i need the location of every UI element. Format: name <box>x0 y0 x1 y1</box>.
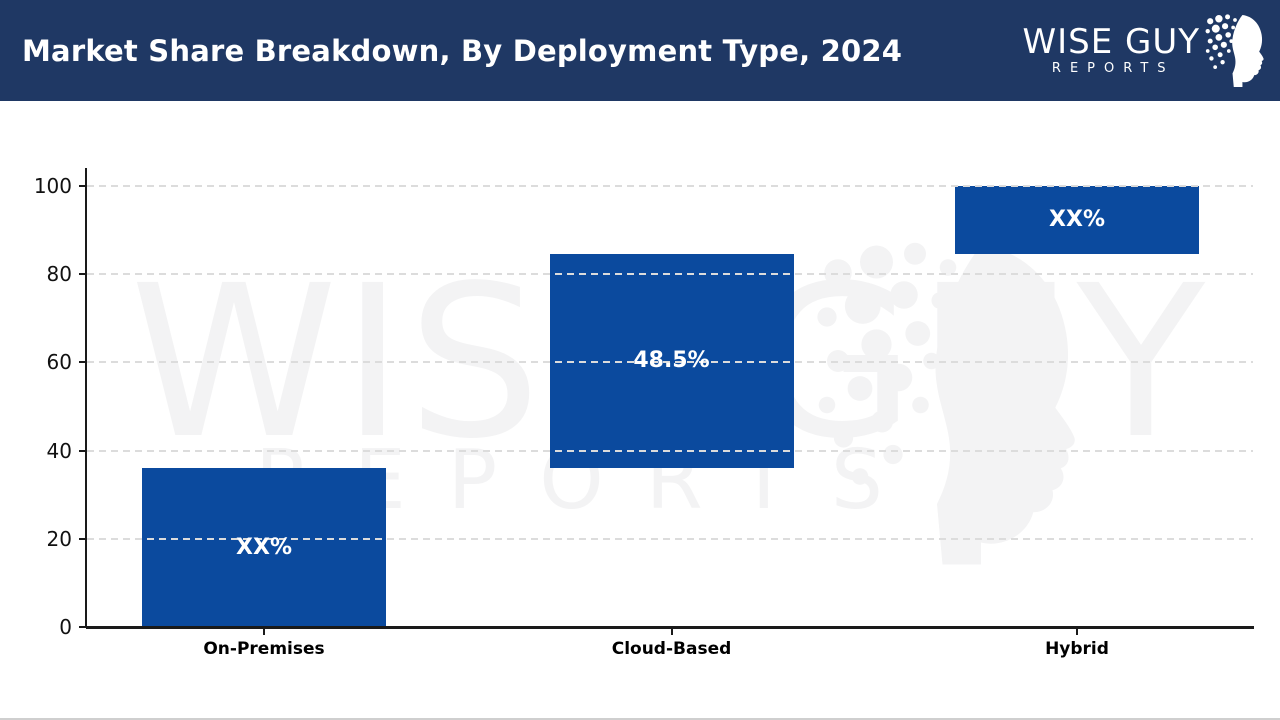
bar-value-label: 48.5% <box>633 348 710 374</box>
gridline-40 <box>87 449 1253 452</box>
y-tick-mark <box>79 537 87 540</box>
y-axis-line <box>85 168 87 628</box>
header: Market Share Breakdown, By Deployment Ty… <box>0 0 1280 101</box>
page-title: Market Share Breakdown, By Deployment Ty… <box>22 33 903 68</box>
y-tick-label: 60 <box>46 350 72 375</box>
gridline-100 <box>87 185 1253 187</box>
y-tick-mark <box>79 273 87 276</box>
gridline-20 <box>87 537 1253 540</box>
head-profile-dots-icon <box>1204 8 1266 94</box>
bar-on-premises <box>142 468 386 627</box>
y-tick-mark <box>79 449 87 452</box>
x-axis-label: On-Premises <box>203 639 325 659</box>
x-tick-mark <box>670 628 673 635</box>
gridline-60 <box>87 361 1253 364</box>
bar-value-label: XX% <box>236 534 292 560</box>
x-axis-label: Hybrid <box>1045 639 1109 659</box>
y-tick-label: 0 <box>59 615 72 639</box>
y-tick-label: 40 <box>46 438 72 463</box>
y-tick-mark <box>79 626 87 628</box>
x-axis-label: Cloud-Based <box>611 639 732 659</box>
logo-wordmark-line2: REPORTS <box>1051 61 1175 77</box>
x-tick-mark <box>263 628 265 635</box>
bar-cloud-based <box>549 254 794 469</box>
logo-wordmark-line1: WISE GUY <box>1022 21 1200 62</box>
y-tick-label: 20 <box>46 526 72 551</box>
bar-value-label: XX% <box>1049 207 1105 233</box>
x-axis-line <box>86 626 1254 629</box>
y-tick-label: 80 <box>46 262 72 287</box>
x-tick-mark <box>1076 628 1078 635</box>
logo-wordmark: WISE GUY REPORTS <box>1022 21 1200 77</box>
y-tick-label: 100 <box>33 174 72 198</box>
gridline-80 <box>87 273 1253 276</box>
y-tick-mark <box>79 185 87 187</box>
y-tick-mark <box>79 361 87 364</box>
wiseguy-logo: WISE GUY REPORTS <box>1022 8 1266 94</box>
